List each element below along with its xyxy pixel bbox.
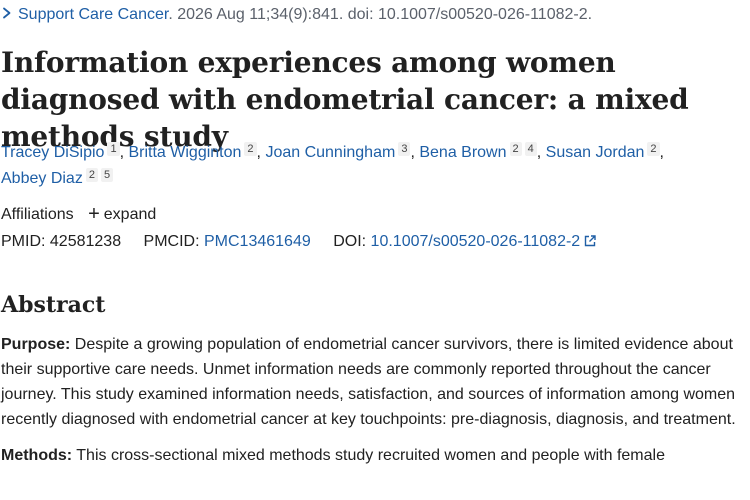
affiliation-ref[interactable]: 2 — [85, 168, 98, 182]
affiliation-ref[interactable]: 2 — [509, 142, 522, 156]
author-item: Joan Cunningham 3, — [265, 142, 419, 161]
affiliations-row: Affiliations + expand — [1, 204, 156, 226]
author-list: Tracey DiSipio 1, Britta Wigginton 2, Joan… — [1, 140, 741, 192]
author-link[interactable]: Bena Brown — [419, 144, 507, 161]
author-link[interactable]: Abbey Diaz — [1, 170, 83, 187]
doi-label: DOI: — [333, 233, 367, 250]
pmcid-link[interactable]: PMC13461649 — [204, 233, 311, 250]
abstract-purpose: Purpose: Despite a growing population of… — [1, 332, 746, 432]
author-separator: , — [410, 144, 415, 161]
author-link[interactable]: Susan Jordan — [545, 144, 645, 161]
affiliation-ref[interactable]: 2 — [244, 142, 257, 156]
author-item: Britta Wigginton 2, — [128, 142, 265, 161]
author-separator: , — [659, 144, 664, 161]
purpose-label: Purpose: — [1, 336, 71, 353]
author-item: Abbey Diaz 2 5 — [1, 168, 114, 187]
author-link[interactable]: Britta Wigginton — [128, 144, 242, 161]
pmcid-label: PMCID: — [143, 233, 200, 250]
methods-text: This cross-sectional mixed methods study… — [72, 447, 665, 464]
doi-link[interactable]: 10.1007/s00520-026-11082-2 — [371, 233, 597, 250]
citation-line: Support Care Cancer. 2026 Aug 11;34(9):8… — [1, 4, 592, 26]
affiliation-ref[interactable]: 3 — [398, 142, 411, 156]
affiliation-ref[interactable]: 5 — [100, 168, 114, 182]
author-item: Bena Brown 2 4, — [419, 142, 545, 161]
affiliation-ref[interactable]: 4 — [524, 142, 537, 156]
chevron-right-icon[interactable] — [1, 7, 13, 19]
author-separator: , — [536, 144, 542, 161]
external-link-icon — [585, 235, 596, 247]
abstract-methods: Methods: This cross-sectional mixed meth… — [1, 443, 746, 468]
abstract-heading: Abstract — [1, 292, 106, 318]
purpose-text: Despite a growing population of endometr… — [1, 336, 736, 428]
journal-link[interactable]: Support Care Cancer — [18, 6, 169, 23]
author-link[interactable]: Tracey DiSipio — [1, 144, 105, 161]
author-item: Susan Jordan 2, — [545, 142, 664, 161]
identifiers-row: PMID: 42581238 PMCID: PMC13461649 DOI: 1… — [1, 231, 596, 253]
affiliation-ref[interactable]: 2 — [647, 142, 660, 156]
affiliations-expand-button[interactable]: + expand — [88, 203, 157, 225]
author-separator: , — [119, 144, 125, 161]
author-link[interactable]: Joan Cunningham — [265, 144, 396, 161]
plus-icon: + — [88, 203, 100, 225]
affiliations-label: Affiliations — [1, 206, 74, 223]
methods-label: Methods: — [1, 447, 73, 464]
affiliation-ref[interactable]: 1 — [107, 142, 120, 156]
citation-details: . 2026 Aug 11;34(9):841. doi: 10.1007/s0… — [168, 6, 593, 23]
doi-value: 10.1007/s00520-026-11082-2 — [370, 233, 581, 250]
pmid-value: 42581238 — [49, 233, 122, 250]
expand-label: expand — [103, 206, 157, 223]
author-separator: , — [256, 144, 261, 161]
author-item: Tracey DiSipio 1, — [1, 142, 128, 161]
abstract-body: Purpose: Despite a growing population of… — [1, 332, 746, 479]
pmid-label: PMID: — [1, 233, 46, 250]
article-title: Information experiences among women diag… — [1, 46, 689, 153]
